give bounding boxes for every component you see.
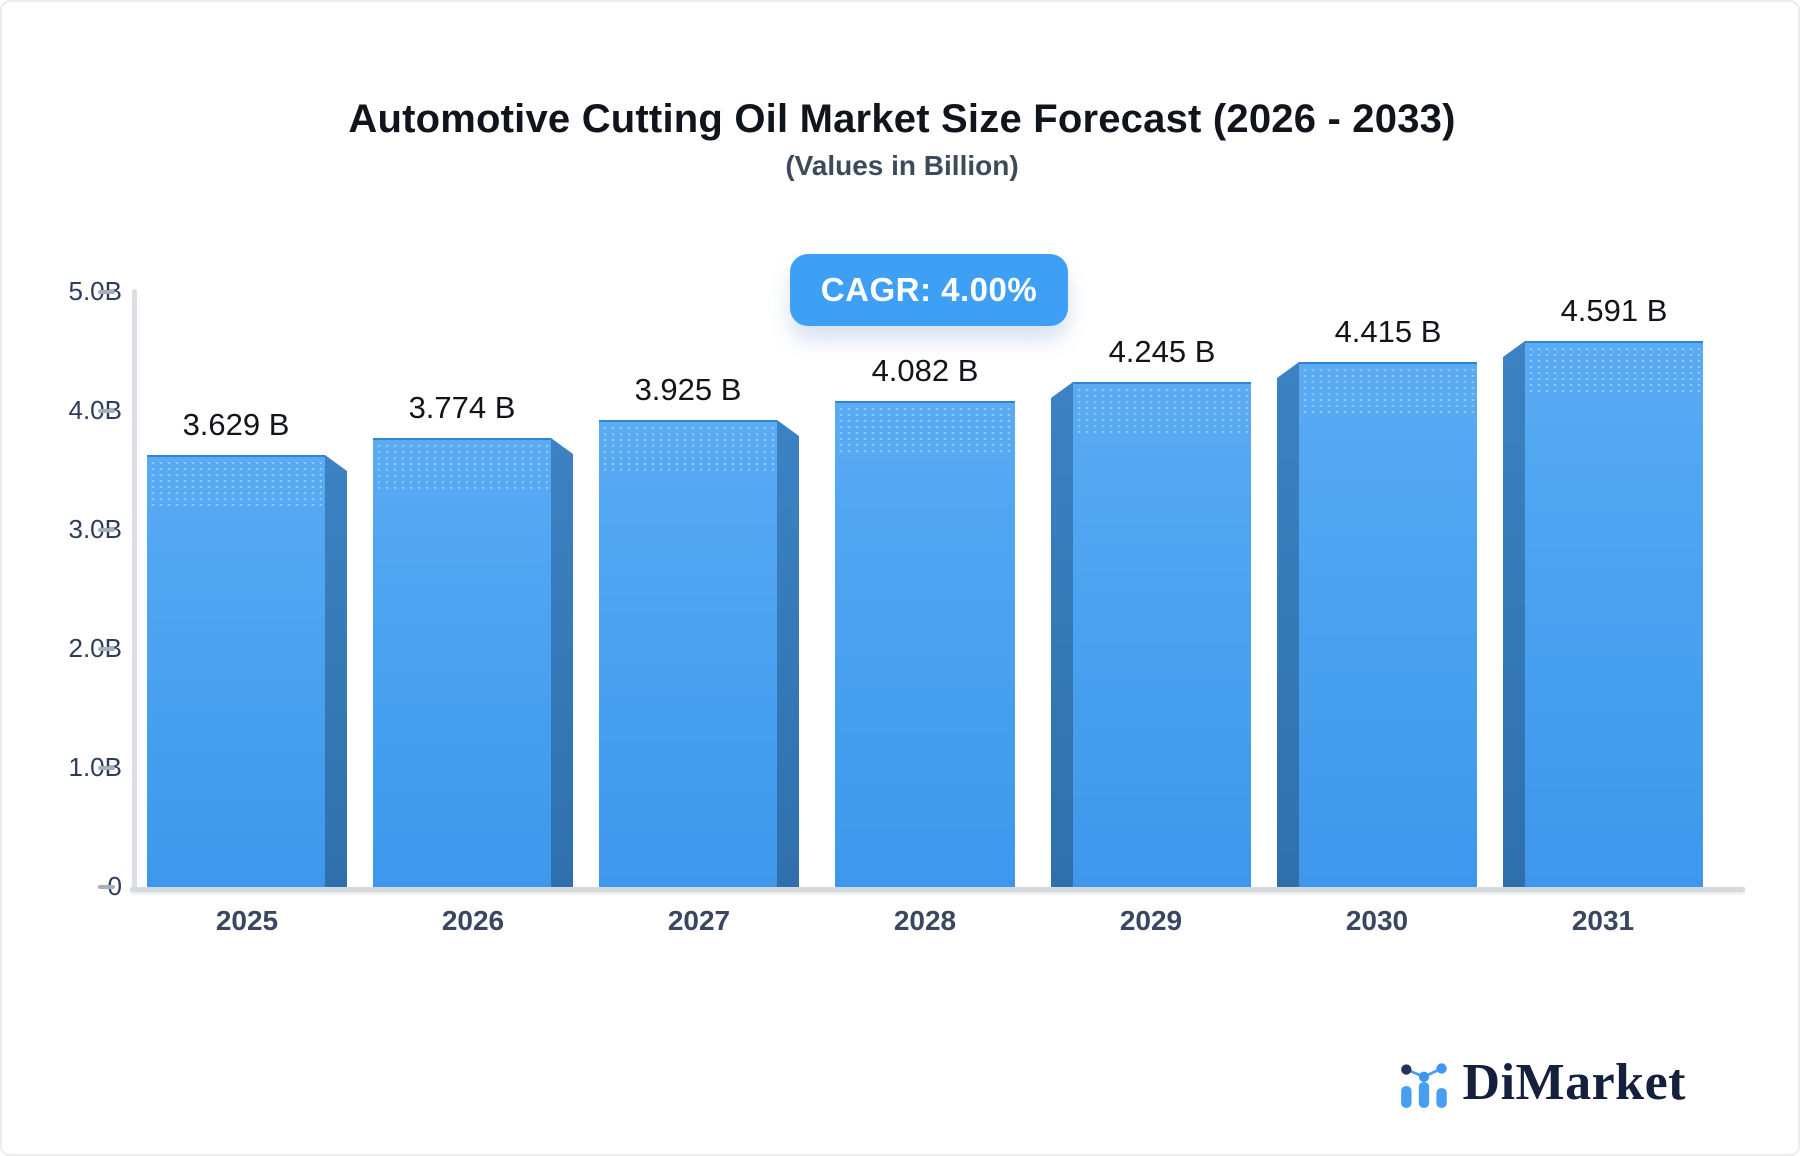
cagr-badge: CAGR: 4.00% [790,254,1068,326]
bar-value-label: 4.415 B [1334,314,1442,349]
bar-face [147,455,325,887]
bar-side-panel [325,455,347,887]
bar-line-chart-icon [1400,1062,1447,1108]
y-tick-dash [98,409,115,413]
bar-group-2029: 4.245 B [1051,2,1251,887]
x-axis-label: 2028 [893,905,957,936]
cagr-badge-label: CAGR: 4.00% [820,271,1038,308]
bar-side-panel [777,420,799,887]
bar-group-2028: 4.082 B [835,2,1015,887]
x-axis-label: 2030 [1345,905,1409,936]
bar-face [835,401,1015,887]
y-axis-line [132,289,137,890]
bar-side-panel [1503,341,1525,887]
y-tick-dash [98,290,115,294]
y-tick-dash [98,647,115,651]
bar-value-label: 3.774 B [408,390,516,425]
x-axis-label: 2026 [441,905,505,936]
y-tick-dash [98,885,115,889]
x-axis-label: 2025 [215,905,279,936]
bar-side-panel [1051,382,1073,887]
x-axis-label: 2027 [667,905,731,936]
bar-side-panel [551,438,573,887]
bar-face [1299,362,1477,887]
bar-group-2030: 4.415 B [1277,2,1477,887]
chart-title: Automotive Cutting Oil Market Size Forec… [348,97,1456,141]
dimarket-logo-text: DiMarket [1462,1054,1686,1111]
bar-group-2027: 3.925 B [599,2,799,887]
bar-face [1073,382,1251,887]
bar-group-2026: 3.774 B [373,2,573,887]
bar-value-label: 4.082 B [871,353,979,388]
x-axis-label: 2029 [1119,905,1183,936]
bar-value-label: 4.591 B [1560,293,1668,328]
y-tick-dash [98,766,115,770]
chart-subtitle: (Values in Billion) [785,150,1019,181]
y-tick-dash [98,528,115,532]
dimarket-logo: DiMarket [1397,1053,1686,1112]
bar-face [599,420,777,887]
bar-value-label: 3.629 B [182,407,290,442]
bar-side-panel [1277,362,1299,887]
bar-face [373,438,551,887]
bar-group-2031: 4.591 B [1503,2,1703,887]
x-axis-label: 2031 [1571,905,1635,936]
bar-value-label: 4.245 B [1108,334,1216,369]
bar-group-2025: 3.629 B [147,2,347,887]
bar-face [1525,341,1703,887]
bar-value-label: 3.925 B [634,372,742,407]
x-axis-baseline [130,887,1745,892]
